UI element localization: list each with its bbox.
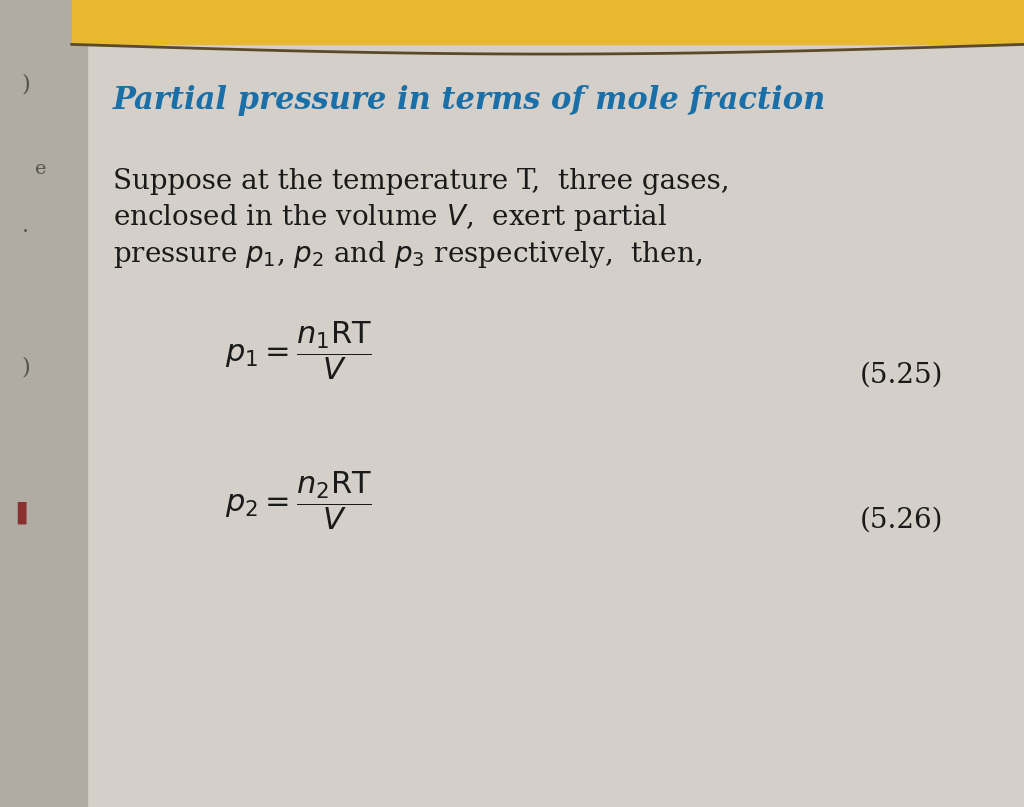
Text: Partial pressure in terms of mole fraction: Partial pressure in terms of mole fracti… <box>113 86 826 116</box>
Text: enclosed in the volume $V$,  exert partial: enclosed in the volume $V$, exert partia… <box>113 203 668 233</box>
Text: ): ) <box>22 356 30 378</box>
Text: Suppose at the temperature T,  three gases,: Suppose at the temperature T, three gase… <box>113 168 729 195</box>
Text: $p_1 = \dfrac{n_1\mathrm{RT}}{V}$: $p_1 = \dfrac{n_1\mathrm{RT}}{V}$ <box>225 320 372 383</box>
Text: pressure $p_1$, $p_2$ and $p_3$ respectively,  then,: pressure $p_1$, $p_2$ and $p_3$ respecti… <box>113 239 701 270</box>
Text: .: . <box>23 215 29 237</box>
Bar <box>72 0 1024 44</box>
Text: (5.25): (5.25) <box>859 362 943 389</box>
Text: ▌: ▌ <box>17 501 34 524</box>
Bar <box>0 0 87 807</box>
Text: ): ) <box>22 73 30 96</box>
Text: (5.26): (5.26) <box>859 507 943 534</box>
Text: $p_2 = \dfrac{n_2\mathrm{RT}}{V}$: $p_2 = \dfrac{n_2\mathrm{RT}}{V}$ <box>225 469 372 532</box>
Text: e: e <box>35 161 47 178</box>
